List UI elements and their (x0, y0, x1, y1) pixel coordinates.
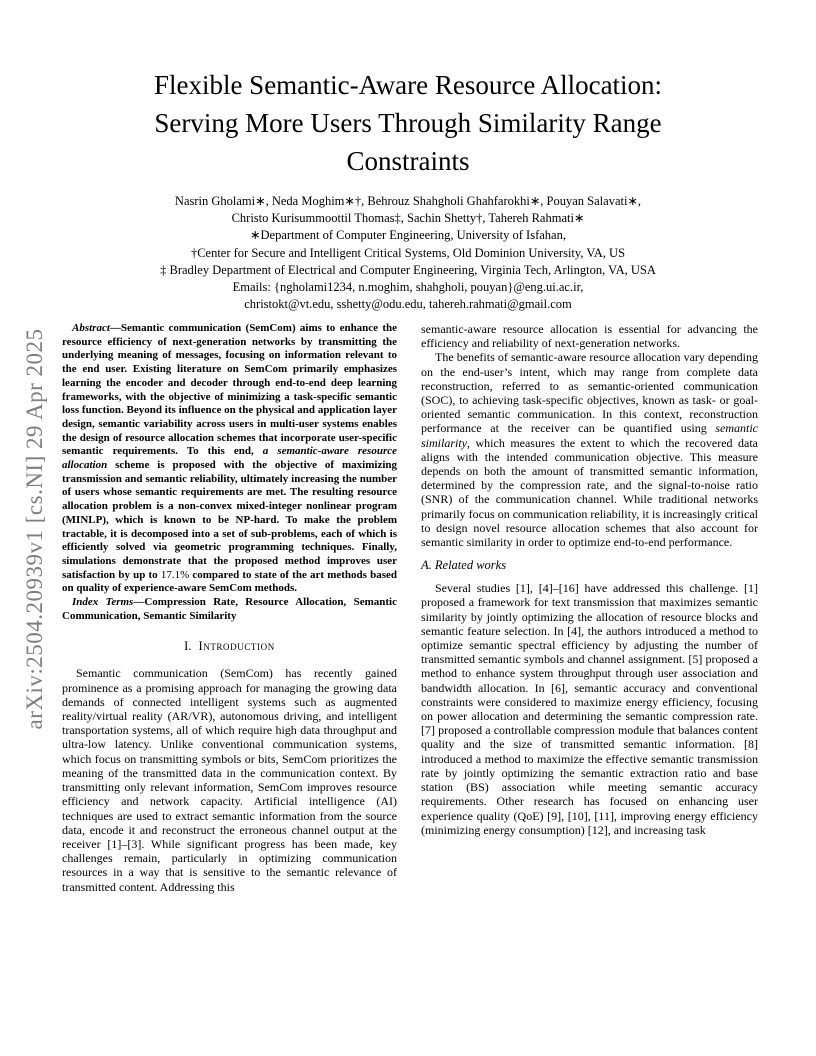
related-works-paragraph: Several studies [1], [4]–[16] have addre… (421, 581, 758, 837)
paper-title: Flexible Semantic-Aware Resource Allocat… (88, 66, 728, 180)
abstract-emphasis: a semantic-aware resource allocation (62, 445, 397, 472)
subsection-heading-related-works: A. Related works (421, 558, 507, 573)
column-right: semantic-aware resource allocation is es… (421, 322, 758, 837)
abstract-body-3: compared to state of the art methods bas… (62, 568, 397, 595)
abstract-stat-value: 17.1% (160, 568, 190, 581)
index-terms-body: —Compression Rate, Resource Allocation, … (62, 596, 397, 622)
paper-title-line-3: Constraints (346, 146, 470, 176)
abstract-lead: Abstract (72, 322, 110, 334)
intro-paragraph-continued: semantic-aware resource allocation is es… (421, 322, 758, 351)
emails-line-2: christokt@vt.edu, sshetty@odu.edu, taher… (244, 297, 572, 312)
paper-title-line-2: Serving More Users Through Similarity Ra… (154, 108, 662, 138)
column-left: Abstract—Semantic communication (SemCom)… (62, 322, 397, 894)
paper-title-line-1: Flexible Semantic-Aware Resource Allocat… (153, 70, 663, 100)
authors-line-1: Nasrin Gholami∗, Neda Moghim∗†, Behrouz … (174, 194, 642, 208)
section-heading-introduction: I. Introduction (62, 639, 397, 654)
abstract-paragraph: Abstract—Semantic communication (SemCom)… (62, 322, 397, 596)
index-terms-lead: Index Terms (72, 596, 134, 609)
benefits-paragraph: The benefits of semantic-aware resource … (421, 350, 758, 549)
abstract-body-1: —Semantic communication (SemCom) aims to… (62, 322, 397, 458)
benefits-body-2: , which measures the extent to which the… (421, 435, 758, 550)
emails-line-1: Emails: {ngholami1234, n.moghim, shahgho… (232, 280, 584, 295)
affiliation-line-1: ∗Department of Computer Engineering, Uni… (250, 228, 566, 243)
affiliation-line-3: ‡ Bradley Department of Electrical and C… (160, 262, 656, 277)
affiliation-line-2: †Center for Secure and Intelligent Criti… (190, 245, 626, 260)
abstract-body-2: scheme is proposed with the objective of… (62, 459, 397, 581)
section-title: Introduction (198, 639, 275, 654)
section-number: I. (184, 639, 192, 654)
arxiv-watermark: arXiv:2504.20939v1 [cs.NI] 29 Apr 2025 (22, 328, 47, 730)
author-block: Nasrin Gholami∗, Neda Moghim∗†, Behrouz … (78, 193, 738, 313)
index-terms: Index Terms—Compression Rate, Resource A… (62, 596, 397, 623)
benefits-body-1: The benefits of semantic-aware resource … (421, 350, 758, 436)
authors-line-2: Christo Kurisummoottil Thomas‡, Sachin S… (231, 211, 585, 226)
intro-paragraph: Semantic communication (SemCom) has rece… (62, 666, 397, 894)
semantic-similarity-emphasis: semantic similarity (421, 421, 758, 450)
